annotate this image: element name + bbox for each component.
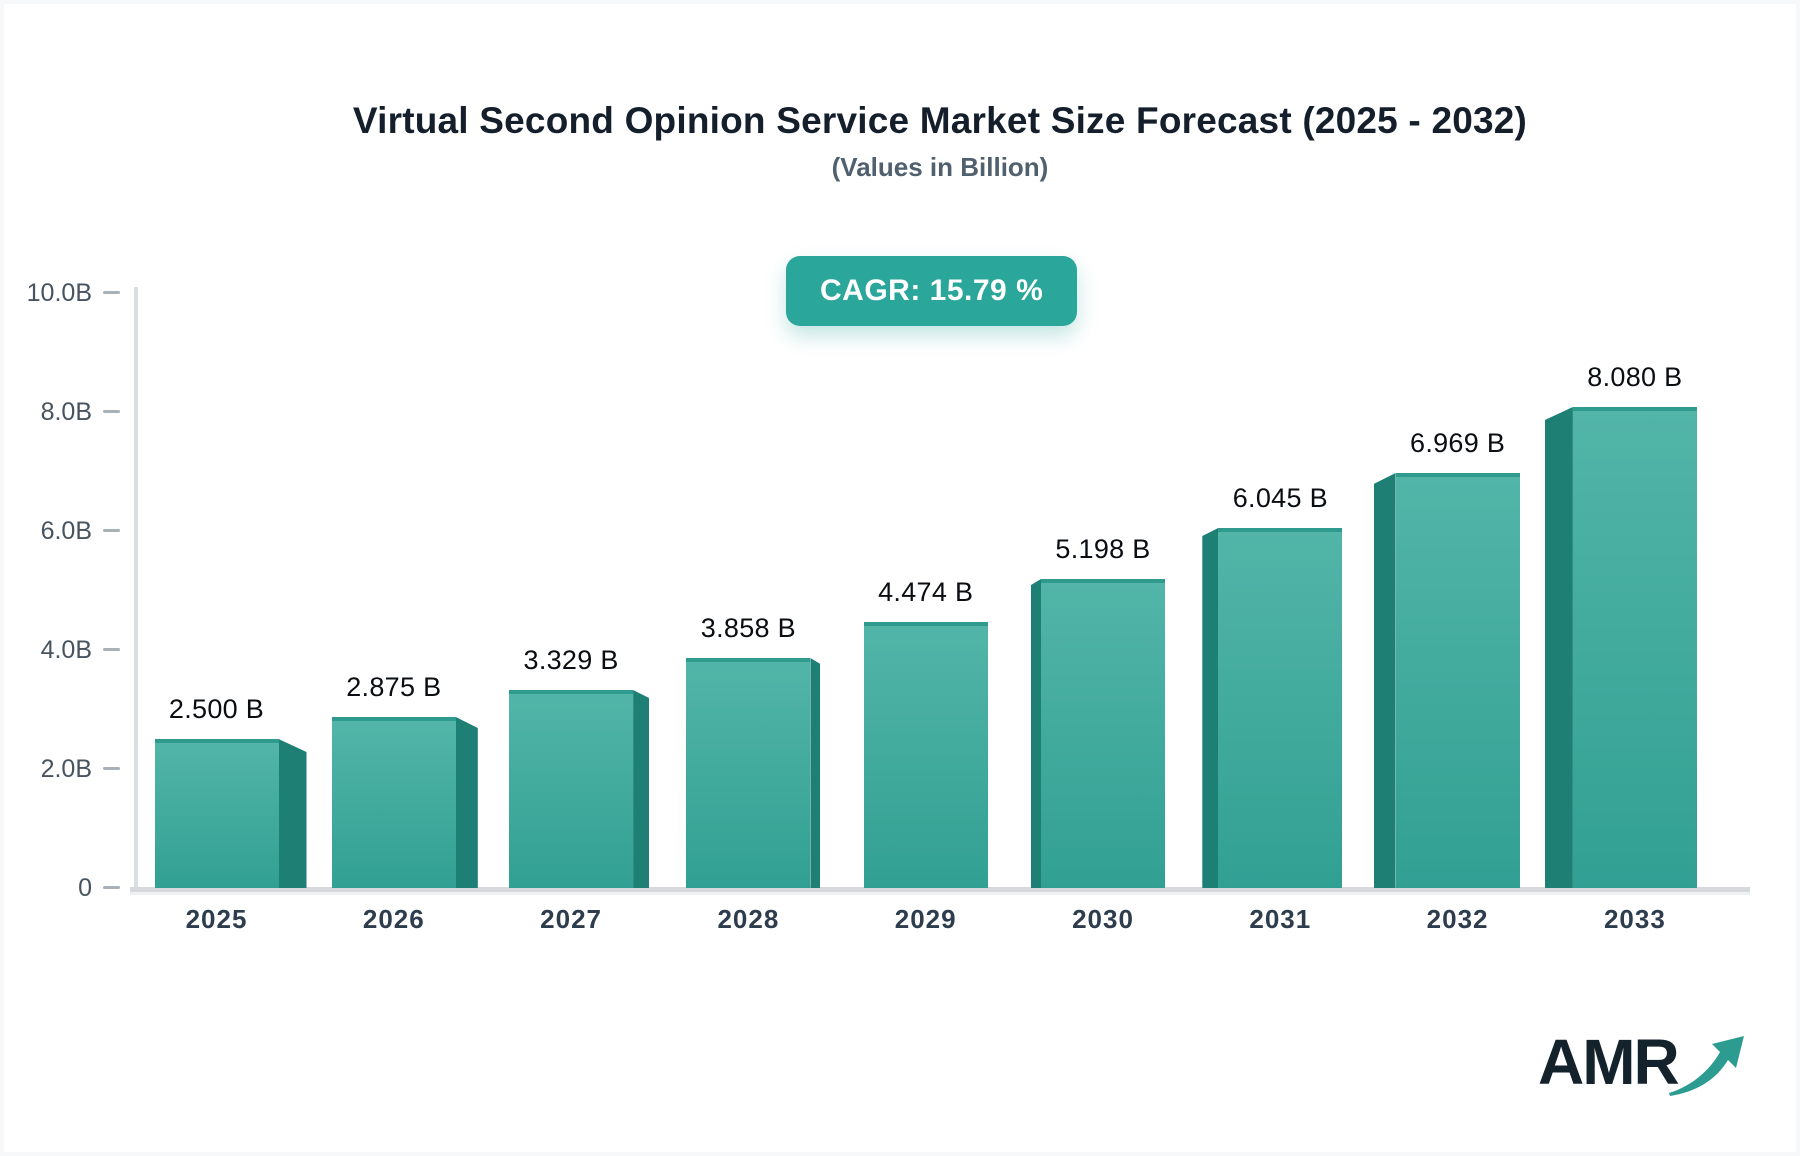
x-axis-category-label: 2031 xyxy=(1249,904,1312,934)
x-axis-category-label: 2026 xyxy=(362,904,425,934)
bar-value-label: 6.045 B xyxy=(1232,483,1328,513)
x-axis-category-label: 2028 xyxy=(717,904,780,934)
bar-side-2030 xyxy=(1031,579,1041,888)
bar-side-2033 xyxy=(1544,407,1573,888)
bar-2029 xyxy=(863,622,988,888)
x-axis-baseline xyxy=(130,887,1750,895)
y-axis-tick-mark xyxy=(103,648,120,651)
cagr-badge: CAGR: 15.79 % xyxy=(786,256,1078,326)
bar-side-2032 xyxy=(1373,473,1396,888)
bar-side-2025 xyxy=(278,739,307,888)
bar-value-label: 4.474 B xyxy=(878,577,974,607)
bar-value-label: 3.858 B xyxy=(700,613,796,643)
growth-arrow-icon xyxy=(1668,1036,1744,1096)
y-axis-tick-label: 2.0B xyxy=(40,755,92,783)
bar-2028 xyxy=(686,658,811,888)
x-axis-category-label: 2033 xyxy=(1603,904,1666,934)
bar-value-label: 2.500 B xyxy=(168,694,265,724)
bar-side-2028 xyxy=(810,658,821,888)
bar-2033 xyxy=(1572,407,1697,888)
bar-2031 xyxy=(1218,528,1343,888)
x-axis-category-label: 2032 xyxy=(1426,904,1489,934)
bar-2032 xyxy=(1395,473,1520,888)
x-axis-category-label: 2025 xyxy=(185,904,248,934)
cagr-badge-label: CAGR: 15.79 % xyxy=(820,274,1044,307)
x-axis-category-label: 2027 xyxy=(540,904,603,934)
chart-subtitle: (Values in Billion) xyxy=(831,152,1049,182)
chart-title: Virtual Second Opinion Service Market Si… xyxy=(352,100,1528,141)
bar-2027 xyxy=(509,690,634,888)
y-axis-tick-label: 8.0B xyxy=(40,398,92,426)
bar-value-label: 6.969 B xyxy=(1410,428,1506,458)
amr-logo-text: AMR xyxy=(1538,1026,1680,1098)
y-axis-tick-label: 6.0B xyxy=(40,517,92,545)
bar-side-2027 xyxy=(633,690,650,888)
y-axis-tick-mark xyxy=(103,410,120,413)
bar-side-2026 xyxy=(455,717,478,888)
y-axis-tick-mark xyxy=(103,886,120,889)
y-axis-tick-label: 10.0B xyxy=(26,279,92,307)
bar-value-label: 2.875 B xyxy=(346,672,442,702)
bar-2030 xyxy=(1041,579,1165,888)
x-axis-category-label: 2029 xyxy=(894,904,957,934)
bar-side-2031 xyxy=(1202,528,1219,888)
x-axis-category-label: 2030 xyxy=(1072,904,1134,934)
amr-logo: AMR xyxy=(1538,1030,1756,1102)
y-axis-tick-label: 4.0B xyxy=(40,636,92,664)
bar-2025 xyxy=(154,739,279,888)
bar-value-label: 3.329 B xyxy=(523,645,619,675)
y-axis-tick-label: 0 xyxy=(78,874,92,902)
bar-value-label: 8.080 B xyxy=(1587,362,1683,392)
y-axis-tick-mark xyxy=(103,767,120,770)
y-axis-line xyxy=(134,287,138,889)
y-axis-tick-mark xyxy=(103,529,120,532)
y-axis-tick-mark xyxy=(103,291,120,294)
bar-value-label: 5.198 B xyxy=(1055,534,1151,564)
bar-chart: 0 2.0B 4.0B 6.0B 8.0B 10.0B 2.500 B 2025 2.875 B… xyxy=(4,4,1796,1152)
bar-2026 xyxy=(331,717,456,888)
